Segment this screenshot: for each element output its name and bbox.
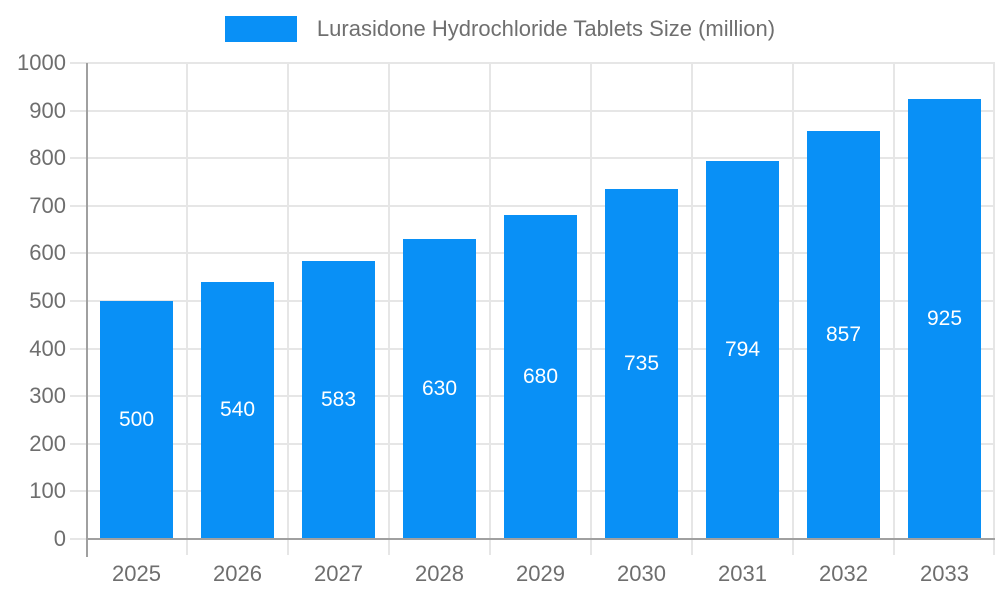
legend-swatch-icon xyxy=(224,16,297,42)
bar-2030[interactable]: 735 xyxy=(605,189,678,539)
bar-2028[interactable]: 630 xyxy=(403,239,476,539)
x-axis-tick xyxy=(792,539,794,555)
bar-value-label: 925 xyxy=(926,306,963,330)
y-tick-label: 300 xyxy=(29,383,66,408)
x-axis-tick xyxy=(489,539,491,555)
legend-label: Lurasidone Hydrochloride Tablets Size (m… xyxy=(316,16,776,41)
x-axis-tick xyxy=(186,539,188,555)
y-axis-tick xyxy=(70,300,86,302)
y-axis-tick xyxy=(70,62,86,64)
bar-2027[interactable]: 583 xyxy=(302,261,375,539)
v-gridline xyxy=(489,63,491,539)
y-axis-tick xyxy=(70,395,86,397)
x-tick-label: 2032 xyxy=(819,561,868,586)
x-axis-tick xyxy=(691,539,693,555)
x-axis-tick xyxy=(590,539,592,555)
x-tick-label: 2027 xyxy=(314,561,363,586)
h-gridline xyxy=(86,110,995,112)
y-tick-label: 500 xyxy=(29,288,66,313)
x-tick-label: 2029 xyxy=(516,561,565,586)
bar-2025[interactable]: 500 xyxy=(100,301,173,539)
x-tick-label: 2026 xyxy=(213,561,262,586)
v-gridline xyxy=(792,63,794,539)
v-gridline xyxy=(993,63,995,539)
bar-value-label: 857 xyxy=(825,323,862,347)
y-axis-tick xyxy=(70,538,86,540)
y-axis-tick xyxy=(70,348,86,350)
bar-2032[interactable]: 857 xyxy=(807,131,880,539)
y-axis-tick xyxy=(70,157,86,159)
bar-value-label: 794 xyxy=(724,338,761,362)
y-axis-tick xyxy=(70,252,86,254)
y-tick-label: 700 xyxy=(29,193,66,218)
v-gridline xyxy=(287,63,289,539)
x-tick-label: 2033 xyxy=(920,561,969,586)
bar-value-label: 500 xyxy=(118,408,155,431)
bar-2031[interactable]: 794 xyxy=(706,161,779,539)
v-gridline xyxy=(590,63,592,539)
x-axis-tick xyxy=(993,539,995,555)
y-tick-label: 0 xyxy=(53,526,66,551)
y-axis-tick xyxy=(70,205,86,207)
y-tick-label: 400 xyxy=(29,336,66,361)
bar-2029[interactable]: 680 xyxy=(504,215,577,539)
y-axis-tick xyxy=(70,490,86,492)
bar-value-label: 735 xyxy=(623,352,660,376)
v-gridline xyxy=(388,63,390,539)
v-gridline xyxy=(691,63,693,539)
legend[interactable]: Lurasidone Hydrochloride Tablets Size (m… xyxy=(0,16,1000,42)
x-tick-label: 2030 xyxy=(617,561,666,586)
x-axis-line xyxy=(86,538,995,540)
v-gridline xyxy=(186,63,188,539)
plot-area: 0 100 200 300 400 500 600 700 800 900 1000 500 2025 5… xyxy=(17,52,995,586)
y-tick-label: 200 xyxy=(29,431,66,456)
x-tick-label: 2028 xyxy=(415,561,464,586)
bar-value-label: 583 xyxy=(320,388,357,412)
v-gridline xyxy=(893,63,895,539)
y-tick-label: 800 xyxy=(29,145,66,170)
bar-value-label: 630 xyxy=(421,377,458,401)
bar-2033[interactable]: 925 xyxy=(908,98,981,539)
bar-value-label: 680 xyxy=(522,365,559,389)
y-axis-line xyxy=(86,63,88,557)
h-gridline xyxy=(86,62,995,64)
x-axis-tick xyxy=(893,539,895,555)
h-gridline xyxy=(86,205,995,207)
y-axis-tick xyxy=(70,110,86,112)
x-tick-label: 2025 xyxy=(112,561,161,586)
x-axis-tick xyxy=(388,539,390,555)
bar-2026[interactable]: 540 xyxy=(201,281,274,539)
x-tick-label: 2031 xyxy=(718,561,767,586)
bar-value-label: 540 xyxy=(219,398,256,422)
h-gridline xyxy=(86,157,995,159)
y-tick-label: 600 xyxy=(29,240,66,265)
y-tick-label: 1000 xyxy=(17,50,66,75)
y-tick-label: 900 xyxy=(29,98,66,123)
x-axis-tick xyxy=(287,539,289,555)
y-axis-tick xyxy=(70,443,86,445)
y-tick-label: 100 xyxy=(29,478,66,503)
